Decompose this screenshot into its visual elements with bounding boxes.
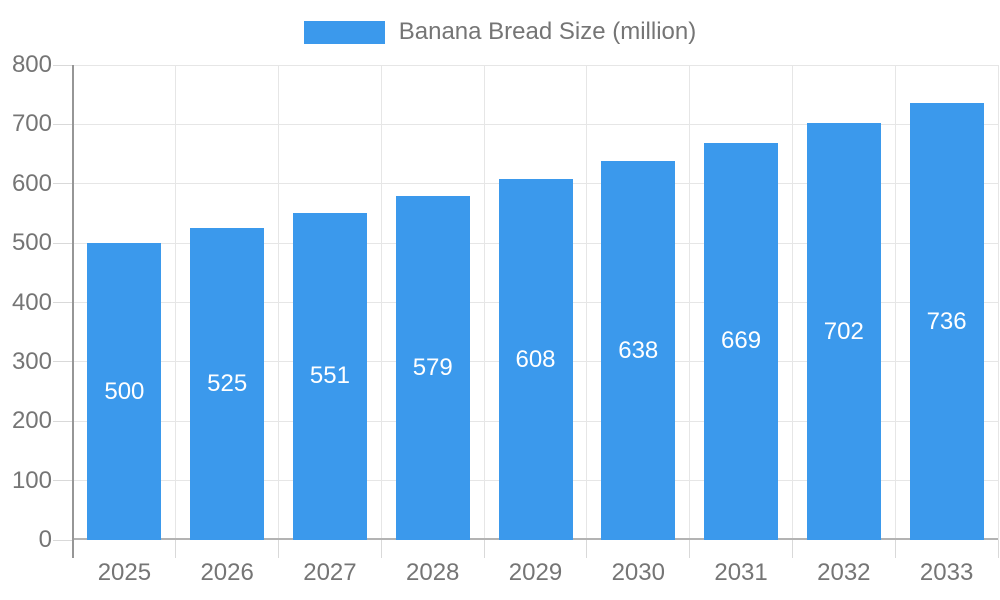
v-gridline [689,65,691,540]
plot-area: 0 100 200 300 400 500 600 700 800 500 525 551 579 608… [12,51,999,586]
bar-value-label: 500 [104,377,145,405]
x-axis-tick [278,540,280,558]
bar-value-label: 638 [618,336,659,364]
v-gridline [483,65,485,540]
x-axis-category-label: 2030 [611,559,665,586]
bar-2029[interactable]: 608 [498,179,573,540]
v-gridline [894,65,896,540]
x-axis-category-label: 2031 [714,559,768,586]
bar-value-label: 736 [926,307,967,335]
bar-2033[interactable]: 736 [909,103,984,540]
bar-value-label: 669 [721,327,762,355]
y-axis-tick [53,302,73,303]
v-gridline [997,65,999,540]
bar-2031[interactable]: 669 [704,142,779,540]
v-gridline [586,65,588,540]
bar-value-label: 702 [823,317,864,345]
x-axis-category-label: 2029 [508,559,563,586]
y-axis-tick-label: 0 [38,526,52,553]
bar-value-label: 579 [412,354,453,382]
y-axis-tick-label: 400 [11,288,52,316]
x-axis-category-label: 2033 [919,559,974,586]
x-axis-tick [175,540,177,558]
legend-swatch[interactable] [303,20,385,44]
y-axis-tick [53,183,73,185]
y-axis-tick-label: 600 [11,169,52,197]
v-gridline [278,65,280,540]
bar-2026[interactable]: 525 [190,228,265,540]
x-axis-category-label: 2028 [406,559,460,586]
bar-value-label: 525 [207,370,248,398]
y-axis-tick-label: 100 [11,466,52,494]
y-axis-tick [53,361,73,363]
bar-2027[interactable]: 551 [292,212,367,540]
x-axis-category-label: 2027 [303,559,357,586]
y-axis-tick-label: 300 [11,347,52,375]
y-axis-tick [53,480,73,482]
y-axis-tick-label: 800 [11,51,52,78]
h-gridline [73,123,998,125]
y-axis-tick [53,420,73,422]
bar-value-label: 551 [309,362,350,390]
x-axis-tick [894,540,896,558]
x-axis-tick [791,540,793,558]
v-gridline [380,65,382,540]
legend-label: Banana Bread Size (million) [398,18,697,45]
x-axis-tick [997,540,999,558]
x-axis-tick [483,540,485,558]
y-axis-tick [53,123,73,125]
y-axis-tick-label: 700 [11,110,52,138]
x-axis-category-label: 2032 [817,559,871,586]
bar-2032[interactable]: 702 [806,123,881,540]
v-gridline [791,65,793,540]
y-axis-tick [53,64,73,66]
y-axis-tick [53,539,73,541]
y-axis-line [72,65,74,558]
x-axis-category-label: 2026 [200,559,254,586]
y-axis-tick-label: 200 [11,407,52,435]
x-axis-tick [689,540,691,558]
bar-2025[interactable]: 500 [87,243,162,540]
y-axis-tick-label: 500 [11,229,52,257]
chart-legend[interactable]: Banana Bread Size (million) [0,17,1000,47]
bar-value-label: 608 [515,345,556,373]
y-axis-tick [53,242,73,244]
x-axis-category-label: 2025 [97,559,152,586]
bar-2028[interactable]: 579 [395,196,470,540]
x-axis-tick [380,540,382,558]
bar-2030[interactable]: 638 [601,161,676,540]
h-gridline [73,64,998,66]
v-gridline [175,65,177,540]
x-axis-tick [586,540,588,558]
